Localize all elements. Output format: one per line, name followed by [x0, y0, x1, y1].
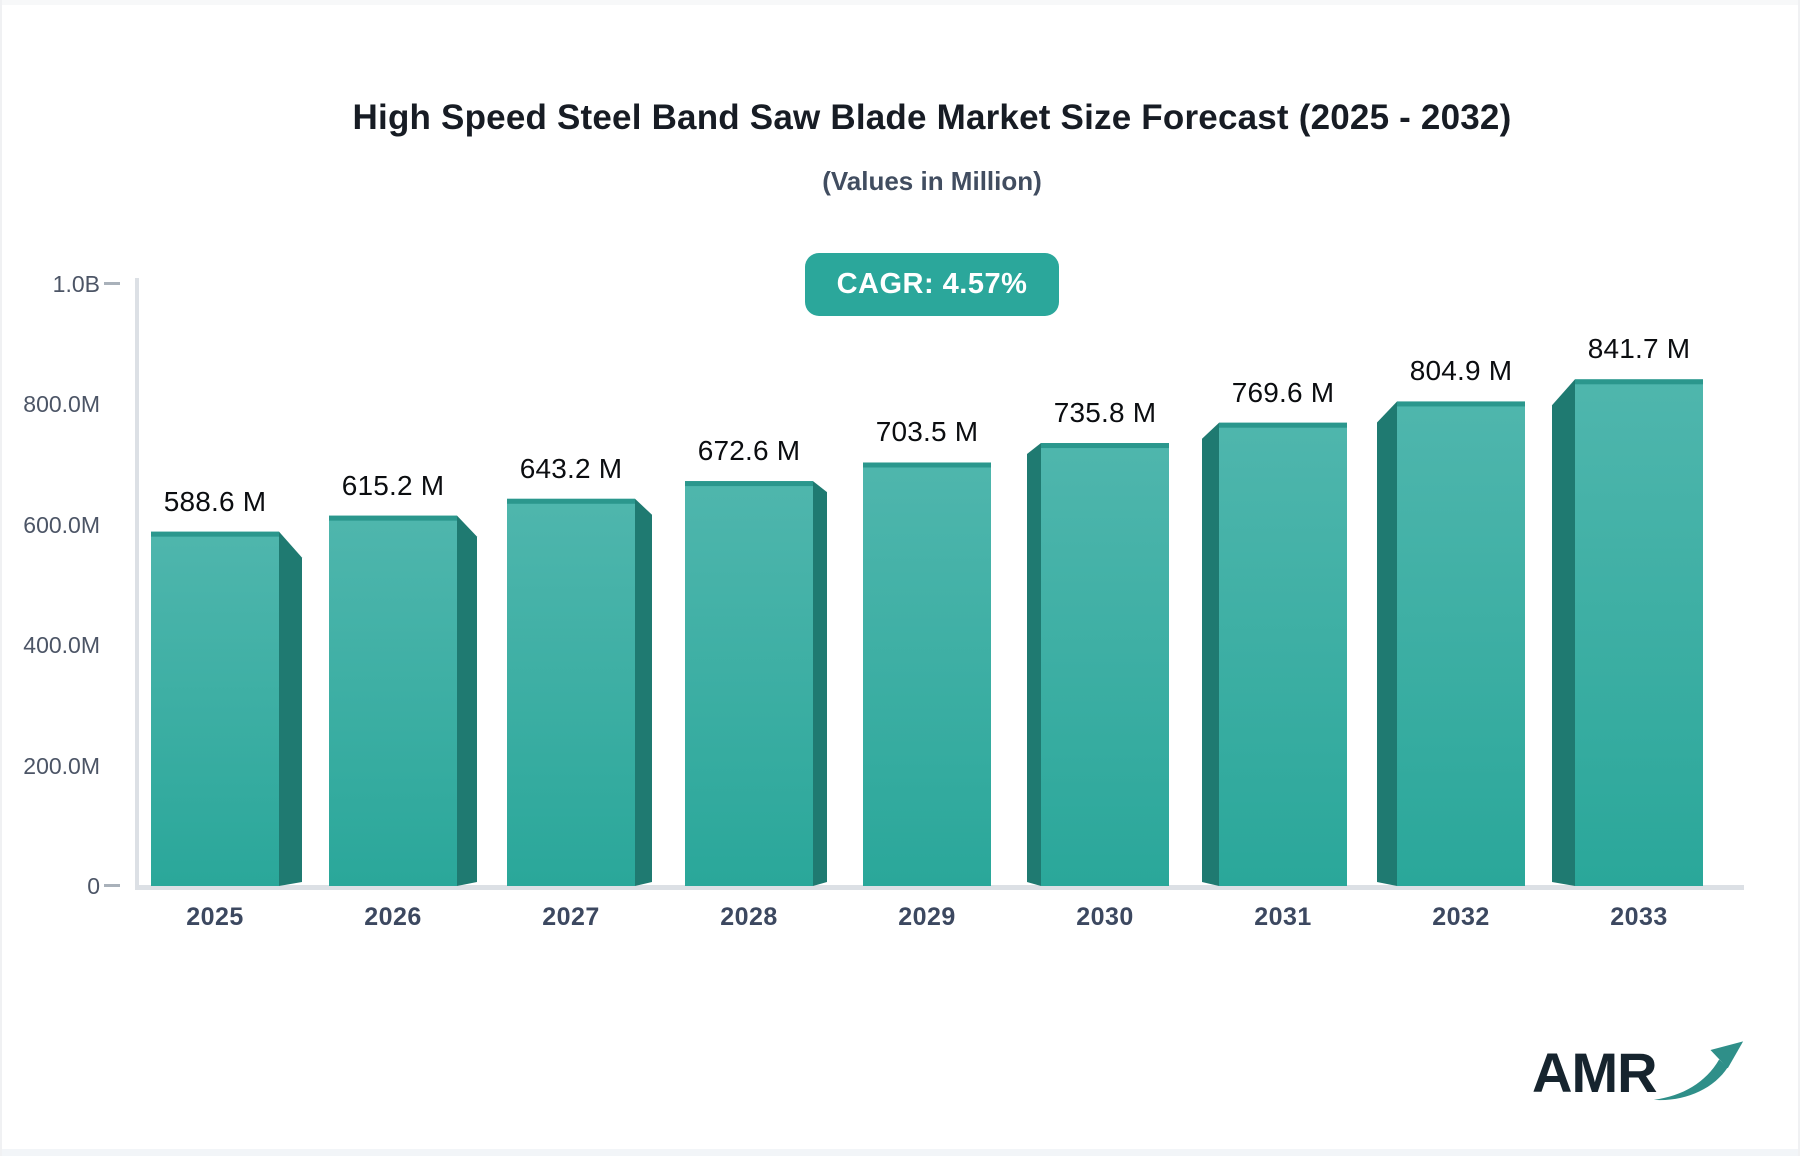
bar-top-edge: [1397, 401, 1525, 407]
y-axis-line: [135, 278, 139, 889]
page-bottom-strip: [2, 1149, 1798, 1156]
bar-side-face: [813, 481, 827, 886]
y-tick-label: 1.0B: [52, 271, 100, 297]
amr-logo: AMR: [1522, 1026, 1744, 1118]
bar-side-face: [457, 515, 477, 886]
bar-side-face: [279, 531, 302, 886]
bar-value-label: 804.9 M: [1409, 355, 1513, 387]
x-tick-label: 2027: [542, 903, 600, 931]
bar-2032: [1397, 401, 1525, 886]
bar-2027: [507, 498, 635, 886]
x-axis-line: [135, 885, 1744, 890]
bar-2030: [1041, 443, 1169, 886]
bar-value-label: 841.7 M: [1587, 333, 1691, 365]
page-top-strip: [2, 0, 1798, 5]
cagr-badge: CAGR: 4.57%: [804, 253, 1060, 316]
x-tick-label: 2028: [720, 903, 778, 931]
x-tick-label: 2029: [898, 903, 956, 931]
y-tick-dash: [104, 884, 120, 887]
bar-side-face: [635, 498, 652, 886]
chart-title: High Speed Steel Band Saw Blade Market S…: [352, 98, 1512, 137]
amr-logo-arrow-icon: [1653, 1041, 1744, 1101]
bar-2028: [685, 481, 813, 886]
bar-2033: [1575, 379, 1703, 886]
bar-value-label: 769.6 M: [1231, 376, 1335, 408]
chart-subtitle: (Values in Million): [822, 166, 1042, 196]
bar-top-edge: [151, 531, 279, 537]
bar-2026: [329, 515, 457, 886]
x-tick-label: 2026: [364, 903, 422, 931]
bar-side-face: [1202, 422, 1219, 886]
bar-2031: [1219, 422, 1347, 886]
bar-top-edge: [329, 515, 457, 521]
y-tick-label: 200.0M: [23, 752, 100, 779]
y-tick-label: 0: [87, 873, 100, 899]
cagr-badge-row: CAGR: 4.57%: [62, 253, 1798, 316]
bar-2029: [863, 462, 991, 886]
bar-side-face: [1377, 401, 1397, 886]
x-tick-label: 2025: [186, 903, 244, 931]
amr-logo-text: AMR: [1532, 1041, 1658, 1104]
bar-top-edge: [1219, 422, 1347, 428]
bar-value-label: 672.6 M: [697, 435, 801, 467]
bar-value-label: 735.8 M: [1053, 397, 1157, 429]
bar-value-label: 643.2 M: [519, 452, 623, 484]
x-tick-label: 2032: [1432, 903, 1490, 931]
y-tick-label: 800.0M: [23, 391, 100, 418]
x-tick-label: 2030: [1076, 903, 1134, 931]
bar-value-label: 588.6 M: [163, 485, 267, 517]
bar-top-edge: [507, 498, 635, 504]
x-tick-label: 2031: [1254, 903, 1312, 931]
bar-value-label: 703.5 M: [875, 416, 979, 448]
bar-2025: [151, 531, 279, 886]
bar-value-label: 615.2 M: [341, 469, 445, 501]
y-tick-label: 600.0M: [23, 511, 100, 538]
y-tick-dash: [104, 282, 120, 285]
bar-top-edge: [1041, 443, 1169, 449]
bar-top-edge: [685, 481, 813, 487]
bar-top-edge: [1575, 379, 1703, 385]
bar-side-face: [1027, 443, 1041, 886]
x-tick-label: 2033: [1610, 903, 1668, 931]
bar-side-face: [1552, 379, 1575, 886]
y-tick-label: 400.0M: [23, 632, 100, 659]
bar-top-edge: [863, 462, 991, 468]
